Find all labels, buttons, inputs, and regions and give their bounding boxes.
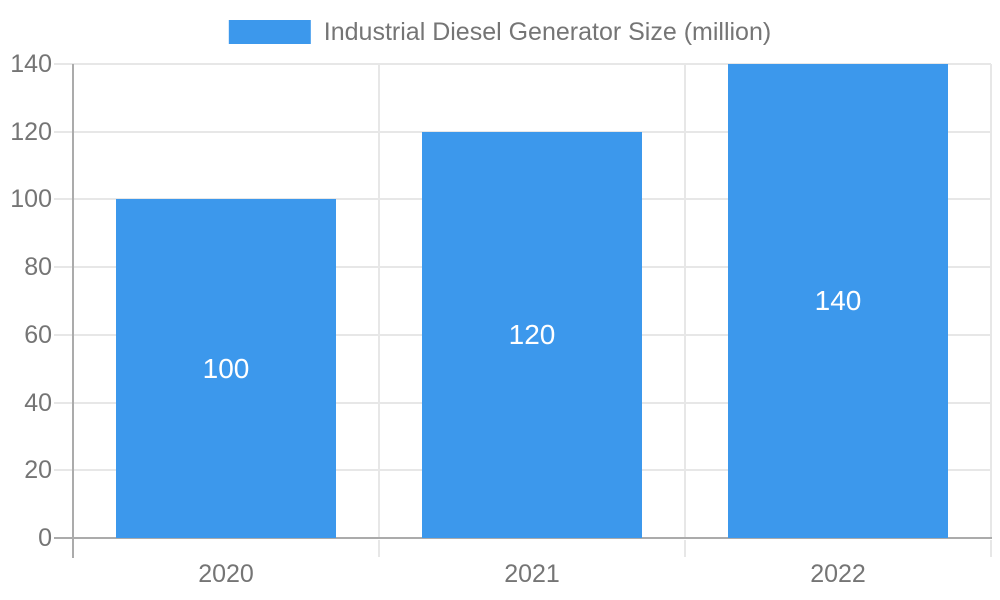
x-axis-label: 2022: [810, 560, 866, 588]
y-axis-label: 60: [24, 320, 52, 349]
legend-label: Industrial Diesel Generator Size (millio…: [323, 17, 772, 46]
y-axis-tick: [54, 130, 73, 133]
y-axis-label: 80: [24, 253, 52, 282]
x-gridline: [990, 64, 992, 538]
chart-legend[interactable]: Industrial Diesel Generator Size (millio…: [228, 17, 772, 46]
bar-value-label: 140: [814, 285, 862, 316]
y-axis-label: 120: [10, 117, 52, 146]
y-axis-tick: [54, 266, 73, 269]
x-axis-baseline: [72, 537, 992, 539]
y-axis-tick: [54, 537, 73, 539]
y-axis-tick: [54, 333, 73, 336]
y-axis-tick: [54, 401, 73, 404]
bar-value-label: 100: [202, 352, 250, 384]
y-axis-tick: [54, 63, 73, 65]
y-axis-label: 20: [24, 456, 52, 485]
y-axis-tick: [54, 469, 73, 472]
bar-2021[interactable]: [422, 131, 642, 538]
legend-color-swatch: [228, 20, 311, 44]
x-axis-label: 2020: [198, 560, 254, 588]
bar-value-label: 120: [508, 318, 556, 350]
x-axis-tick: [378, 540, 380, 557]
y-axis-line: [72, 64, 74, 558]
x-gridline: [378, 64, 380, 538]
y-axis-label: 140: [10, 50, 52, 78]
y-axis-label: 40: [24, 388, 52, 417]
x-gridline: [684, 64, 686, 538]
y-axis-label: 100: [10, 185, 52, 214]
y-axis-label: 0: [38, 524, 52, 552]
bar-2022[interactable]: [728, 64, 948, 538]
x-axis-tick: [684, 540, 686, 557]
y-gridline: [73, 63, 991, 65]
x-axis-tick: [990, 540, 992, 557]
bar-2020[interactable]: [116, 199, 336, 538]
x-axis-label: 2021: [504, 560, 560, 588]
y-axis-tick: [54, 198, 73, 201]
